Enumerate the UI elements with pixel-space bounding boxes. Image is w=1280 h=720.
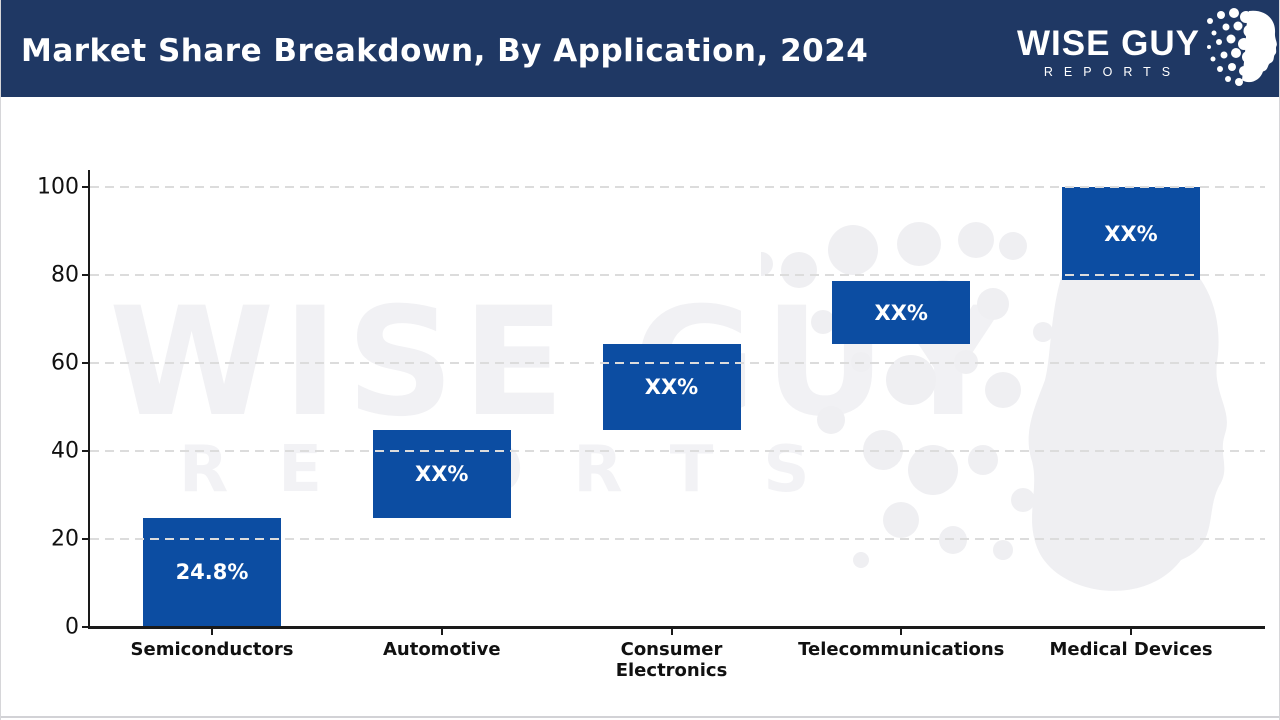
- y-gridline-60: [90, 362, 1265, 364]
- x-axis-label-line: Semiconductors: [130, 639, 294, 660]
- chart-title: Market Share Breakdown, By Application, …: [21, 33, 869, 69]
- x-tick-mark-medical-devices: [1130, 627, 1132, 635]
- bar-value-label-medical-devices: XX%: [1104, 221, 1158, 246]
- bar-medical-devices: XX%: [1062, 187, 1200, 281]
- x-axis-label-line: Telecommunications: [798, 639, 1005, 660]
- x-axis-label-semiconductors: Semiconductors: [131, 639, 294, 660]
- y-gridline-40: [90, 450, 1265, 452]
- x-axis-label-telecommunications: Telecommunications: [798, 639, 1004, 660]
- bar-value-label-semiconductors: 24.8%: [175, 560, 249, 585]
- y-gridline-80: [90, 274, 1265, 276]
- y-tick-mark-80: [82, 274, 89, 276]
- x-axis-label-line: Electronics: [615, 660, 728, 681]
- x-axis-label-line: Consumer: [620, 639, 723, 660]
- bar-semiconductors: 24.8%: [143, 517, 281, 627]
- y-tick-mark-100: [82, 186, 89, 188]
- bar-automotive: XX%: [372, 429, 511, 518]
- wise-guy-reports-logo: WISE GUY REPORTS: [1017, 6, 1277, 92]
- y-tick-label-60: 60: [51, 350, 79, 376]
- y-gridline-100: [90, 186, 1265, 188]
- y-axis-line: [88, 170, 90, 628]
- logo-head-icon: [1207, 8, 1277, 86]
- bar-consumer-electronics: XX%: [602, 344, 741, 430]
- y-tick-label-100: 100: [37, 174, 79, 200]
- y-tick-mark-40: [82, 450, 89, 452]
- logo-subtitle: REPORTS: [1043, 64, 1182, 79]
- x-axis-label-consumer-electronics: Consumer Electronics: [616, 639, 728, 681]
- x-axis-label-line: Medical Devices: [1049, 639, 1213, 660]
- y-tick-label-40: 40: [51, 438, 79, 464]
- x-axis-label-automotive: Automotive: [383, 639, 501, 660]
- y-tick-label-80: 80: [51, 262, 79, 288]
- x-axis-line: [88, 626, 1265, 629]
- y-tick-mark-60: [82, 362, 89, 364]
- y-tick-mark-20: [82, 538, 89, 540]
- bar-value-label-automotive: XX%: [415, 461, 469, 486]
- y-tick-mark-0: [82, 626, 89, 628]
- x-axis-label-line: Automotive: [382, 639, 501, 660]
- bar-value-label-telecommunications: XX%: [874, 300, 928, 325]
- header-bar: Market Share Breakdown, By Application, …: [1, 0, 1279, 97]
- x-tick-mark-telecommunications: [900, 627, 903, 635]
- y-tick-label-20: 20: [51, 526, 79, 552]
- x-tick-mark-automotive: [440, 627, 443, 635]
- y-gridline-20: [90, 538, 1265, 540]
- x-axis-label-medical-devices: Medical Devices: [1049, 639, 1212, 660]
- y-tick-label-0: 0: [65, 614, 79, 640]
- bar-telecommunications: XX%: [832, 281, 971, 345]
- bottom-border-line: [1, 716, 1279, 718]
- bar-value-label-consumer-electronics: XX%: [644, 374, 699, 399]
- x-tick-mark-consumer-electronics: [670, 627, 673, 635]
- logo-wordmark: WISE GUY: [1017, 23, 1201, 63]
- x-tick-mark-semiconductors: [211, 627, 213, 635]
- logo-text: WISE GUY REPORTS: [1017, 26, 1200, 79]
